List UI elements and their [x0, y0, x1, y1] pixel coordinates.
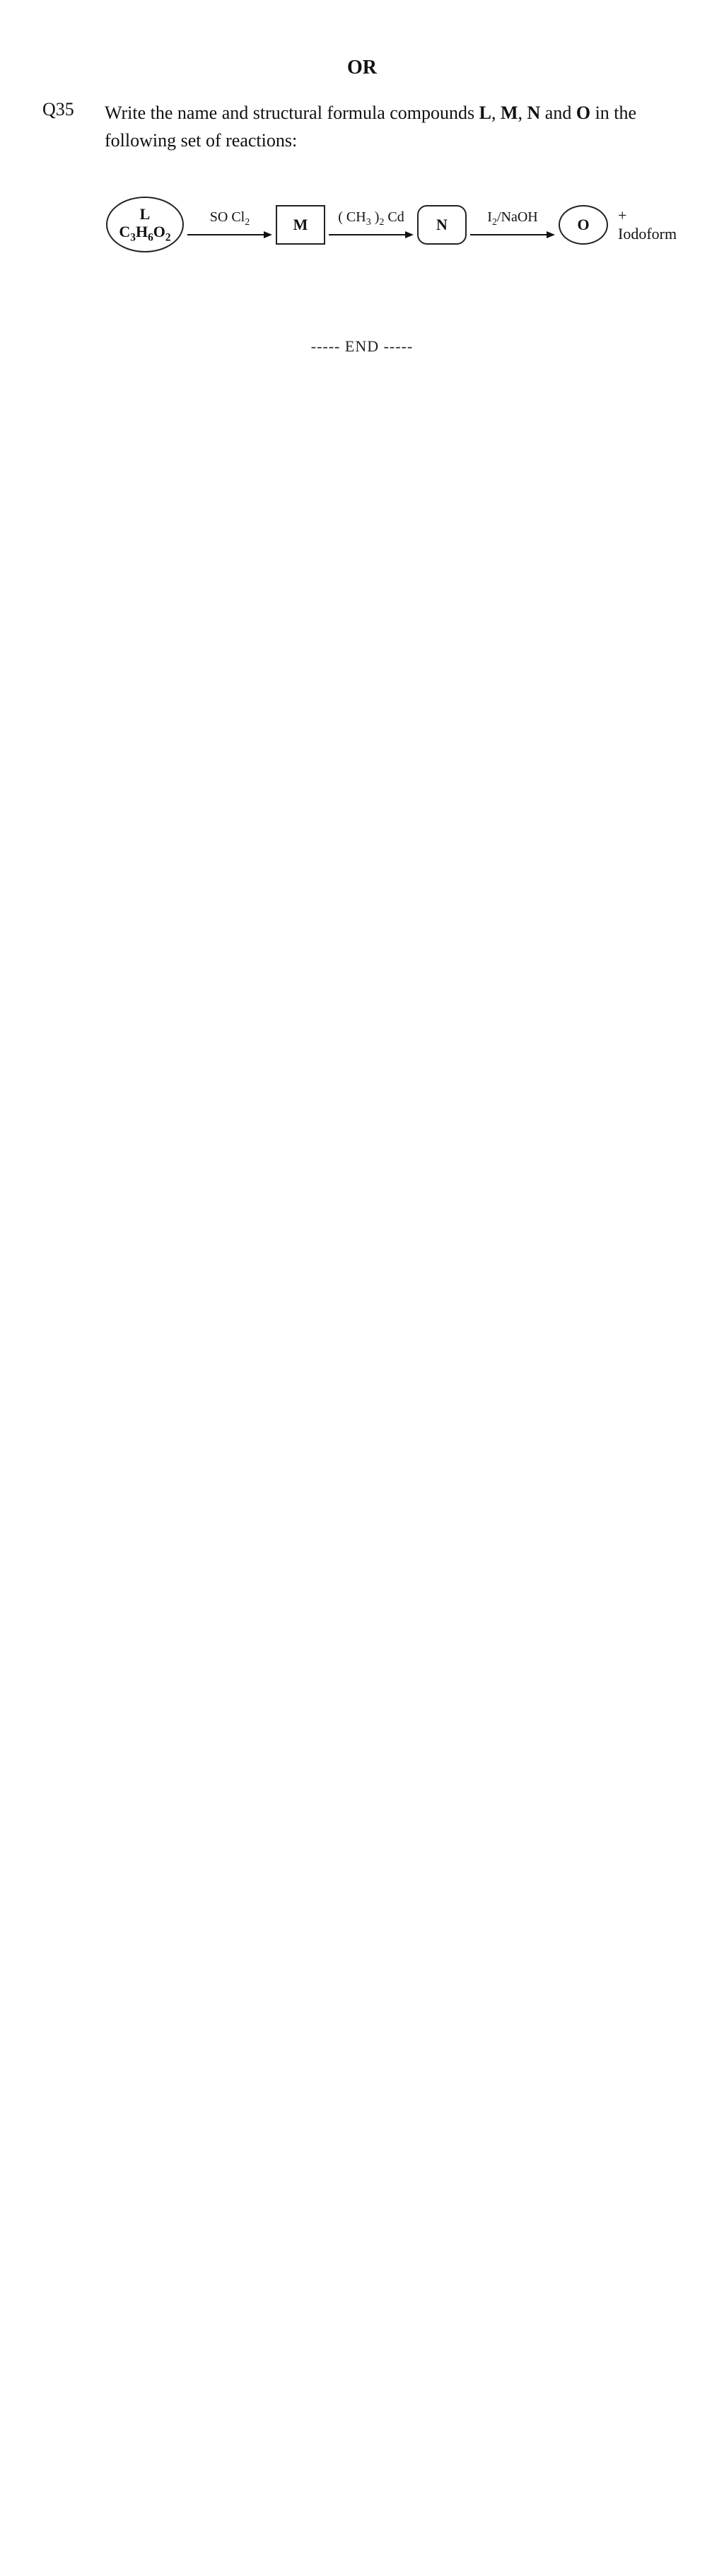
compound-l-oval: L C3H6O2 — [106, 197, 184, 252]
or-header: OR — [42, 57, 682, 79]
compound-l-formula: C3H6O2 — [119, 223, 170, 244]
compound-m-letter: M — [293, 216, 308, 233]
q-sep2: , — [518, 103, 527, 123]
arrow-1: SO Cl2 — [184, 209, 276, 240]
arrow-icon — [187, 230, 272, 240]
question-number: Q35 — [42, 99, 85, 120]
compound-l-letter: L — [140, 205, 151, 223]
q-bold-n: N — [527, 103, 541, 123]
arrow-1-label: SO Cl2 — [210, 209, 250, 228]
compound-n-box: N — [417, 205, 467, 245]
arrow-3-label: I2/NaOH — [487, 209, 537, 228]
compound-m-box: M — [276, 205, 325, 245]
arrow-icon — [470, 230, 555, 240]
question-block: Q35 Write the name and structural formul… — [42, 99, 682, 154]
reaction-row: L C3H6O2 SO Cl2 M ( CH3 )2 Cd — [106, 197, 682, 252]
q-sep1: , — [491, 103, 501, 123]
compound-o-letter: O — [577, 216, 589, 233]
arrow-2: ( CH3 )2 Cd — [325, 209, 417, 240]
q-bold-l: L — [479, 103, 491, 123]
page: OR Q35 Write the name and structural for… — [0, 0, 724, 2576]
question-text: Write the name and structural formula co… — [105, 99, 682, 154]
q-prefix: Write the name and structural formula co… — [105, 103, 479, 123]
q-bold-o: O — [576, 103, 590, 123]
arrow-icon — [329, 230, 414, 240]
plus-iodoform: + Iodoform — [618, 206, 682, 243]
compound-n-letter: N — [436, 216, 448, 233]
reaction-scheme: L C3H6O2 SO Cl2 M ( CH3 )2 Cd — [106, 197, 682, 252]
arrow-2-label: ( CH3 )2 Cd — [338, 209, 404, 228]
q-sep3: and — [540, 103, 576, 123]
compound-o-oval: O — [559, 205, 608, 245]
q-bold-m: M — [501, 103, 518, 123]
arrow-3: I2/NaOH — [467, 209, 559, 240]
end-marker: ----- END ----- — [42, 337, 682, 356]
